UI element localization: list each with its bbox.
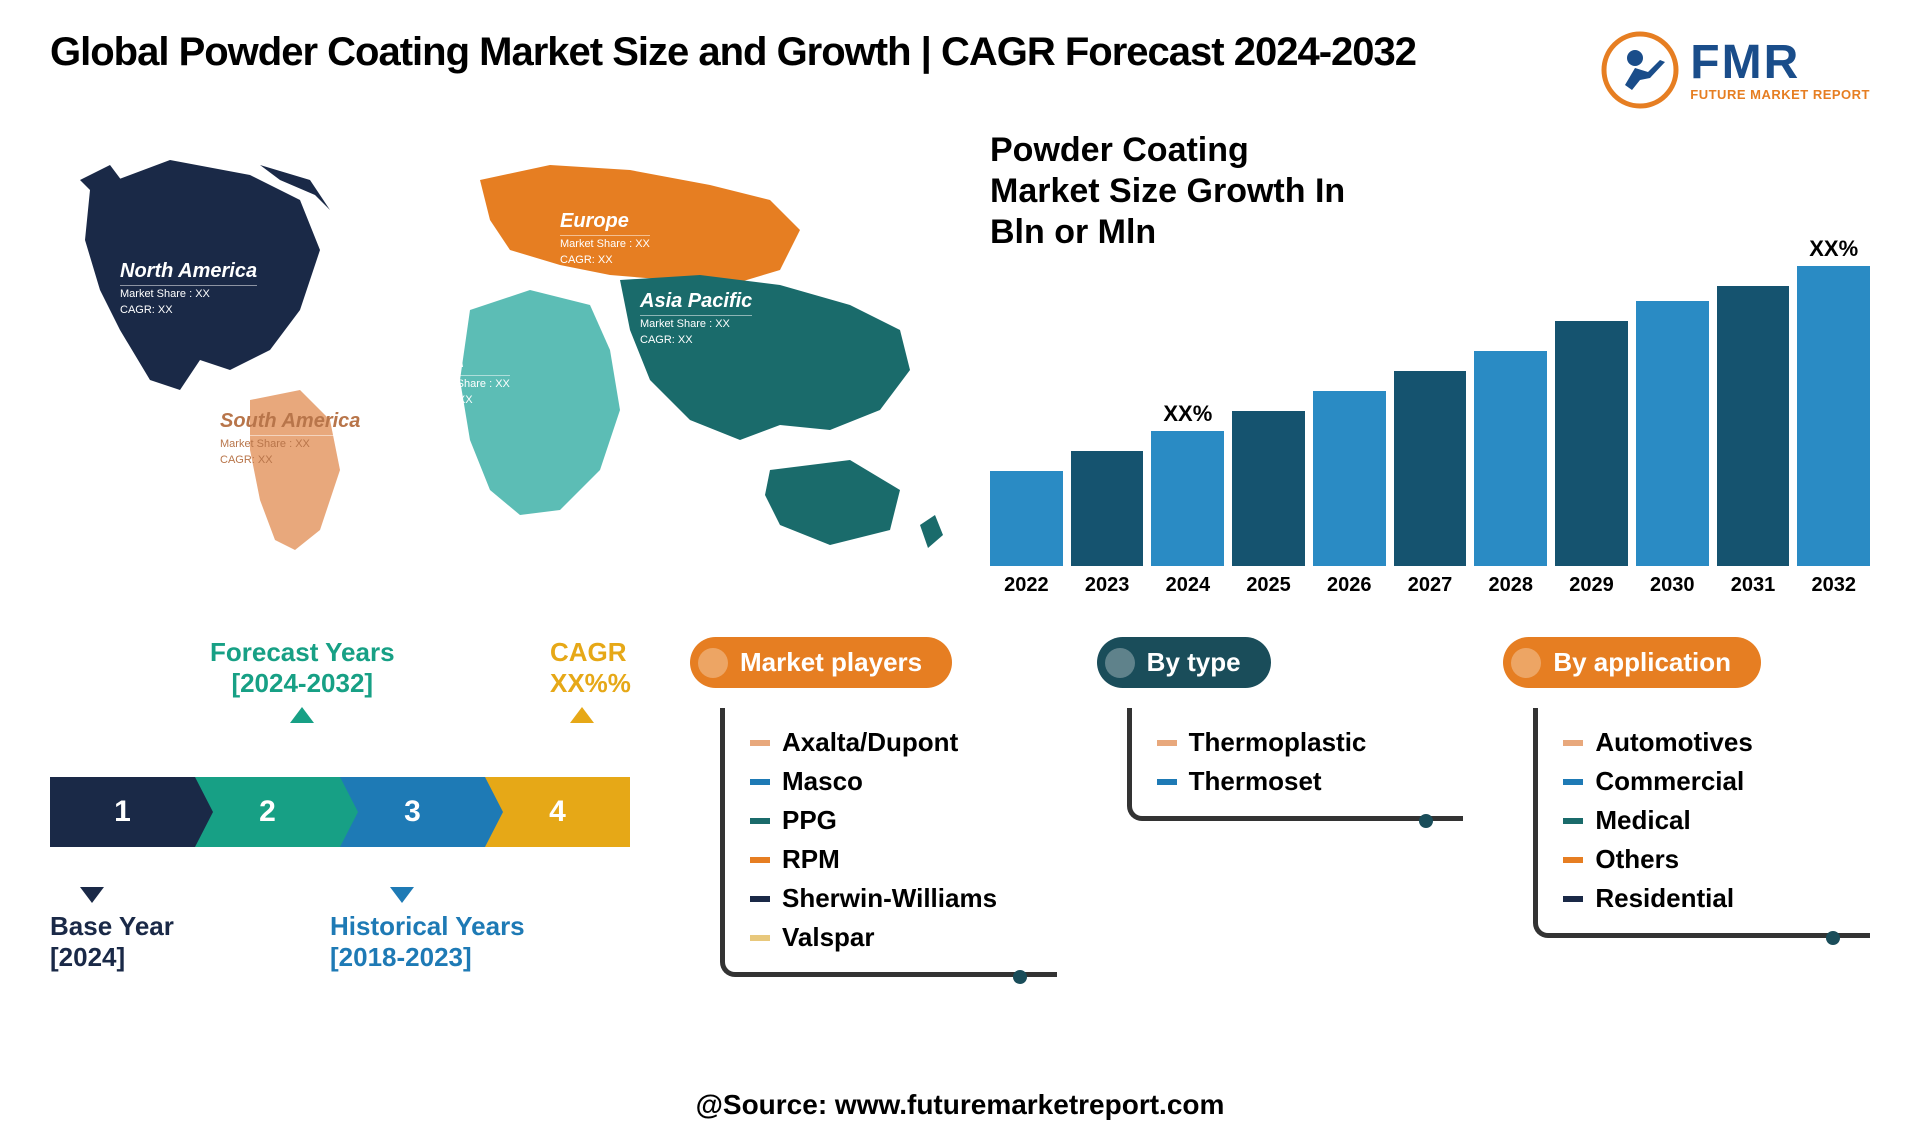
bar-2030: 2030 (1636, 301, 1709, 597)
list-item: Commercial (1563, 762, 1850, 801)
source-attribution: @Source: www.futuremarketreport.com (696, 1089, 1225, 1121)
bar-2028: 2028 (1474, 351, 1547, 597)
bar-2029: 2029 (1555, 321, 1628, 597)
logo: FMR FUTURE MARKET REPORT (1600, 30, 1870, 110)
bar-2023: 2023 (1071, 451, 1144, 597)
list-item: Thermoplastic (1157, 723, 1444, 762)
chart-title: Powder CoatingMarket Size Growth InBln o… (990, 130, 1870, 252)
list-item: Sherwin-Williams (750, 879, 1037, 918)
bar-2026: 2026 (1313, 391, 1386, 597)
list-item: RPM (750, 840, 1037, 879)
timeline-segment-4: 4 (485, 777, 630, 847)
timeline-widget: Forecast Years [2024-2032] CAGR XX%% 123… (50, 637, 650, 987)
category-by-type: By type ThermoplasticThermoset (1097, 637, 1464, 977)
category-by-application: By application AutomotivesCommercialMedic… (1503, 637, 1870, 977)
logo-text: FMR (1690, 39, 1870, 87)
category-list: ThermoplasticThermoset (1127, 708, 1464, 821)
cagr-label: CAGR XX%% (550, 637, 631, 723)
region-label-mea: MEAMarket Share : XXCAGR: XX (420, 350, 510, 406)
bar-2024: XX%2024 (1151, 431, 1224, 597)
region-label-north-america: North AmericaMarket Share : XXCAGR: XX (120, 260, 257, 316)
region-label-europe: EuropeMarket Share : XXCAGR: XX (560, 210, 650, 266)
growth-bar-chart: Powder CoatingMarket Size Growth InBln o… (990, 130, 1870, 597)
bar-2032: XX%2032 (1797, 266, 1870, 597)
category-list: AutomotivesCommercialMedicalOthersReside… (1533, 708, 1870, 938)
list-item: PPG (750, 801, 1037, 840)
category-market-players: Market players Axalta/DupontMascoPPGRPMSh… (690, 637, 1057, 977)
logo-subtitle: FUTURE MARKET REPORT (1690, 87, 1870, 102)
category-header: By application (1503, 637, 1761, 688)
category-list: Axalta/DupontMascoPPGRPMSherwin-Williams… (720, 708, 1057, 977)
list-item: Residential (1563, 879, 1850, 918)
list-item: Valspar (750, 918, 1037, 957)
forecast-years-label: Forecast Years [2024-2032] (210, 637, 395, 723)
world-map: North AmericaMarket Share : XXCAGR: XX So… (50, 130, 950, 560)
list-item: Masco (750, 762, 1037, 801)
timeline-segment-3: 3 (340, 777, 485, 847)
historical-years-label: Historical Years [2018-2023] (330, 887, 525, 973)
category-header: Market players (690, 637, 952, 688)
bar-2025: 2025 (1232, 411, 1305, 597)
list-item: Thermoset (1157, 762, 1444, 801)
timeline-bar: 1234 (50, 777, 630, 847)
fmr-person-icon (1600, 30, 1680, 110)
timeline-segment-1: 1 (50, 777, 195, 847)
timeline-segment-2: 2 (195, 777, 340, 847)
base-year-label: Base Year [2024] (50, 887, 174, 973)
page-title: Global Powder Coating Market Size and Gr… (50, 30, 1416, 75)
bar-2027: 2027 (1394, 371, 1467, 597)
region-label-asia-pacific: Asia PacificMarket Share : XXCAGR: XX (640, 290, 752, 346)
list-item: Others (1563, 840, 1850, 879)
region-label-south-america: South AmericaMarket Share : XXCAGR: XX (220, 410, 360, 466)
list-item: Medical (1563, 801, 1850, 840)
bar-2022: 2022 (990, 471, 1063, 597)
bar-2031: 2031 (1717, 286, 1790, 597)
list-item: Automotives (1563, 723, 1850, 762)
category-header: By type (1097, 637, 1271, 688)
list-item: Axalta/Dupont (750, 723, 1037, 762)
